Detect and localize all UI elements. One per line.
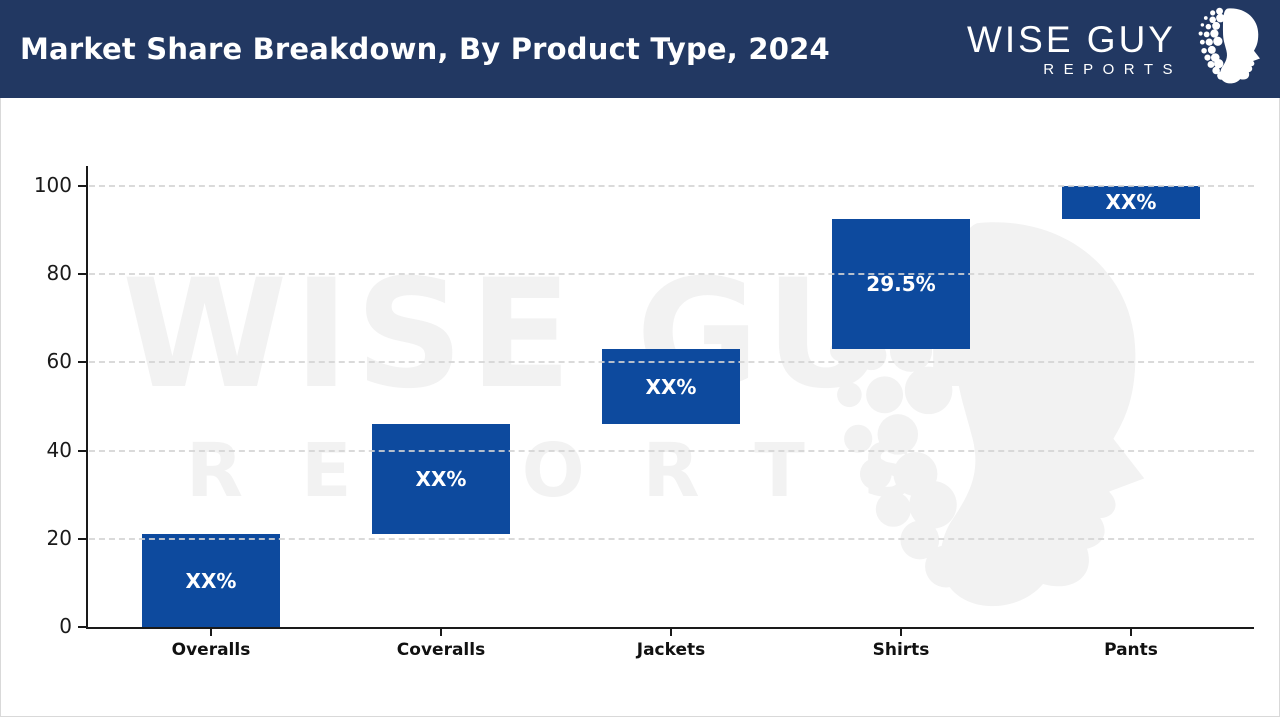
gridline-20: [89, 537, 1254, 540]
y-tick-mark: [78, 537, 88, 540]
page-title: Market Share Breakdown, By Product Type,…: [20, 32, 830, 66]
y-tick-label: 20: [46, 525, 72, 550]
y-tick-label: 100: [33, 172, 72, 197]
bar-jackets: XX%: [602, 349, 740, 425]
gridline-40: [89, 449, 1254, 452]
logo-subtitle: REPORTS: [1043, 61, 1182, 78]
y-tick-mark: [78, 449, 88, 452]
y-tick-label: 80: [46, 261, 72, 286]
bar-value-label: XX%: [415, 467, 467, 492]
x-tick-mark: [210, 629, 212, 636]
logo-text: WISE GUY REPORTS: [967, 21, 1176, 77]
x-tick-mark: [440, 629, 442, 636]
y-axis-spine: [86, 166, 88, 629]
x-tick-mark: [900, 629, 902, 636]
y-tick-label: 40: [46, 437, 72, 462]
y-tick-label: 0: [59, 614, 72, 638]
bar-value-label: XX%: [645, 374, 697, 399]
logo-wordmark: WISE GUY: [966, 19, 1176, 60]
bar-shirts: 29.5%: [832, 218, 970, 350]
y-tick-mark: [78, 273, 88, 276]
report-header: Market Share Breakdown, By Product Type,…: [0, 0, 1280, 98]
bar-value-label: XX%: [1105, 190, 1157, 215]
bar-pants: XX%: [1062, 185, 1200, 219]
bar-coveralls: XX%: [372, 424, 510, 535]
gridline-80: [89, 273, 1254, 276]
x-tick-label-jackets: Jackets: [636, 640, 706, 660]
gridline-100: [89, 184, 1254, 187]
y-tick-mark: [78, 361, 88, 364]
y-tick-mark: [78, 184, 88, 187]
x-tick-label-coveralls: Coveralls: [396, 640, 486, 660]
x-tick-mark: [670, 629, 672, 636]
x-tick-label-overalls: Overalls: [171, 640, 251, 660]
x-axis-spine: [86, 627, 1254, 629]
y-tick-label: 60: [46, 349, 72, 374]
x-tick-label-pants: Pants: [1104, 640, 1158, 660]
x-tick-label-shirts: Shirts: [872, 640, 930, 660]
y-tick-mark: [78, 626, 88, 628]
bar-value-label: XX%: [185, 568, 237, 593]
logo-head-icon: [1198, 7, 1260, 84]
bar-value-label: 29.5%: [866, 272, 936, 296]
watermark-subtitle: REPORTS: [186, 428, 975, 514]
gridline-60: [89, 361, 1254, 364]
wiseguy-logo: WISE GUY REPORTS: [967, 5, 1266, 93]
bar-overalls: XX%: [142, 534, 280, 627]
x-tick-mark: [1130, 629, 1132, 636]
